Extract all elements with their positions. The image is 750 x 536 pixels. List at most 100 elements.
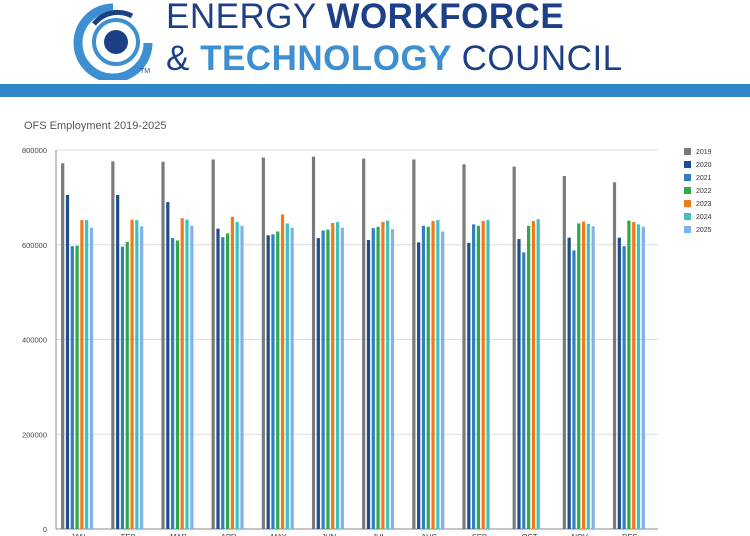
council-logo — [73, 3, 153, 80]
bar-2023-nov — [581, 221, 586, 529]
legend-swatch-2023 — [684, 200, 691, 207]
bar-2022-nov — [577, 223, 581, 529]
x-tick-label: MAR — [170, 532, 187, 536]
bar-2022-dec — [627, 220, 631, 529]
bar-2024-sep — [486, 220, 490, 530]
bar-2021-nov — [572, 250, 576, 529]
legend-label-2020: 2020 — [696, 162, 712, 169]
council-name-line1: ENERGY WORKFORCE — [166, 0, 564, 36]
bar-2025-aug — [441, 231, 445, 530]
legend-swatch-2025 — [684, 226, 691, 233]
council-name-energy: ENERGY — [166, 0, 327, 36]
bar-2021-mar — [171, 238, 175, 529]
bar-2025-apr — [240, 225, 244, 530]
bar-2025-mar — [190, 225, 194, 530]
bar-2022-jun — [326, 229, 330, 529]
bar-2023-dec — [632, 222, 636, 529]
bar-2023-apr — [230, 216, 234, 529]
bar-2019-may — [261, 157, 265, 529]
bar-2020-apr — [216, 228, 220, 529]
bar-2020-sep — [467, 242, 471, 530]
bar-2021-sep — [472, 224, 476, 529]
bar-2024-nov — [586, 223, 590, 529]
bar-2019-jan — [61, 163, 65, 529]
bar-2023-may — [280, 214, 285, 529]
legend-label-2024: 2024 — [696, 214, 712, 221]
bar-2022-jan — [75, 245, 79, 529]
legend-label-2019: 2019 — [696, 149, 712, 156]
bar-2022-jul — [376, 226, 380, 529]
y-tick-label: 600000 — [22, 241, 47, 250]
bar-2024-jun — [335, 222, 340, 529]
council-name-line2: & TECHNOLOGY COUNCIL — [166, 40, 623, 78]
bar-2021-may — [271, 234, 275, 529]
council-name-technology: TECHNOLOGY — [200, 39, 462, 78]
bar-2024-may — [285, 223, 289, 529]
y-tick-label: 200000 — [22, 430, 47, 439]
bar-2019-dec — [612, 182, 617, 529]
bar-2024-feb — [135, 220, 139, 530]
bar-2022-mar — [175, 240, 180, 529]
bar-2025-may — [290, 227, 294, 529]
x-tick-label: FEB — [121, 532, 136, 536]
legend-swatch-2022 — [684, 187, 691, 194]
x-tick-label: APR — [221, 532, 237, 536]
bar-2025-jun — [340, 227, 344, 529]
legend-swatch-2021 — [684, 174, 691, 181]
chart-title: OFS Employment 2019-2025 — [24, 120, 167, 132]
legend-label-2025: 2025 — [696, 227, 712, 234]
x-tick-label: DEC — [622, 532, 638, 536]
legend-swatch-2019 — [684, 148, 691, 155]
bar-2022-oct — [526, 225, 531, 530]
bar-2021-jun — [321, 230, 325, 529]
bar-2021-aug — [421, 225, 426, 530]
x-tick-label: MAY — [271, 532, 287, 536]
bar-2024-jul — [386, 220, 390, 529]
bar-2024-jan — [85, 220, 89, 530]
bar-2022-sep — [476, 225, 481, 530]
x-tick-label: JUL — [372, 532, 385, 536]
bar-2020-nov — [567, 237, 571, 530]
bar-2025-nov — [591, 226, 595, 529]
x-tick-label: NOV — [572, 532, 588, 536]
bar-2021-apr — [221, 237, 225, 530]
bar-2023-oct — [531, 221, 535, 529]
legend-label-2023: 2023 — [696, 201, 712, 208]
bar-2020-jun — [316, 238, 320, 529]
header-band — [0, 84, 750, 97]
bar-2019-oct — [512, 166, 516, 530]
bar-2020-mar — [166, 202, 170, 530]
council-name-ampersand: & — [166, 39, 201, 78]
bar-2021-feb — [120, 246, 125, 529]
legend-swatch-2020 — [684, 161, 691, 168]
bar-2021-jan — [70, 246, 74, 529]
council-name-workforce: WORKFORCE — [326, 0, 565, 36]
x-tick-label: JAN — [71, 532, 85, 536]
legend-label-2021: 2021 — [696, 175, 712, 182]
bar-2022-apr — [225, 233, 230, 529]
bar-2019-mar — [161, 161, 165, 529]
bar-2023-sep — [481, 221, 485, 529]
bar-2020-jul — [366, 240, 371, 529]
bar-2023-mar — [180, 218, 184, 529]
bar-2019-jun — [311, 156, 316, 529]
bar-2023-jun — [331, 222, 335, 529]
y-tick-label: 400000 — [22, 336, 47, 345]
bar-2021-dec — [622, 246, 626, 529]
bar-2020-feb — [116, 195, 120, 529]
bar-2023-feb — [130, 219, 134, 530]
bar-2019-nov — [562, 176, 566, 529]
bar-2024-aug — [436, 220, 440, 530]
bar-2019-feb — [111, 161, 115, 529]
bar-2019-sep — [462, 164, 466, 529]
bar-2024-mar — [185, 219, 189, 530]
bar-2023-jan — [80, 220, 84, 530]
bar-2022-aug — [426, 226, 430, 529]
y-tick-label: 0 — [43, 525, 47, 534]
x-tick-label: OCT — [522, 532, 538, 536]
council-name-council: COUNCIL — [461, 39, 623, 78]
bar-2025-jan — [89, 227, 94, 529]
bar-2023-aug — [431, 221, 435, 529]
x-tick-label: SEP — [472, 532, 487, 536]
